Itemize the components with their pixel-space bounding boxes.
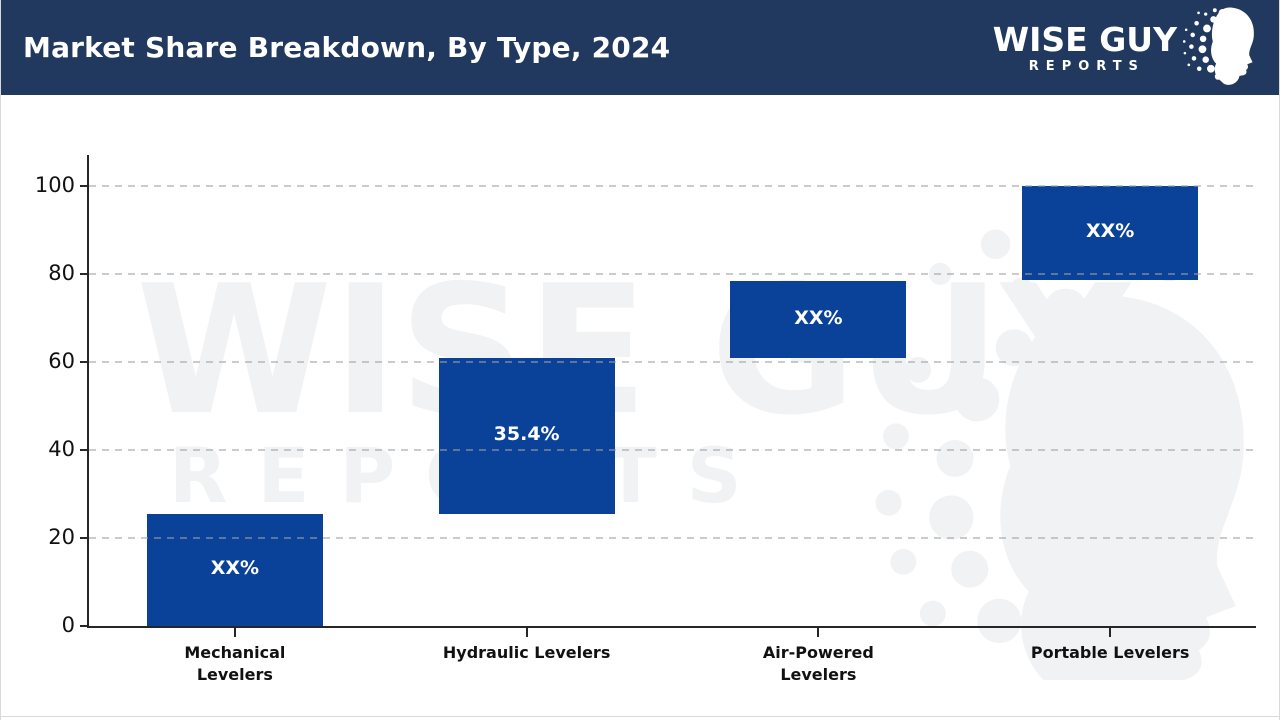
x-tick-label-3: Portable Levelers [980, 642, 1240, 664]
y-tick-20 [80, 537, 89, 539]
y-axis [87, 155, 89, 628]
y-tick-label-60: 60 [48, 349, 75, 373]
x-tick-label-2: Air-Powered Levelers [688, 642, 948, 687]
plot-area: 0 20 40 60 80 100 XX% Mechanical Levelers 35.4% Hy… [1, 95, 1279, 720]
x-tick-label-1: Hydraulic Levelers [397, 642, 657, 664]
watermark-head-icon [821, 200, 1279, 684]
y-tick-label-20: 20 [48, 525, 75, 549]
x-tick-label-line: Mechanical [184, 643, 286, 662]
gridline-100 [89, 185, 1256, 187]
logo-head-icon [1181, 3, 1259, 93]
y-tick-80 [80, 273, 89, 275]
y-tick-100 [80, 185, 89, 187]
page-title: Market Share Breakdown, By Type, 2024 [23, 31, 671, 64]
header-bar: Market Share Breakdown, By Type, 2024 WI… [1, 0, 1279, 95]
bar-value-label: 35.4% [493, 422, 560, 445]
footer-divider [1, 716, 1279, 717]
x-tick-label-line: Portable Levelers [1030, 643, 1190, 662]
x-tick-label-0: Mechanical Levelers [105, 642, 365, 687]
x-tick-1 [525, 628, 528, 637]
gridline-80 [89, 273, 1256, 275]
bar-2 [730, 281, 907, 359]
x-tick-0 [233, 628, 236, 637]
x-tick-label-line: Levelers [780, 665, 857, 685]
bar-value-label: XX% [210, 556, 260, 579]
y-tick-0 [80, 625, 89, 627]
x-tick-label-line: Hydraulic Levelers [442, 643, 611, 662]
brand-name: WISE GUY [992, 19, 1177, 59]
bar-value-label: XX% [1085, 220, 1135, 243]
gridline-60 [89, 361, 1256, 363]
x-axis [87, 626, 1256, 628]
x-tick-label-line: Air-Powered [762, 643, 874, 662]
brand-logo-text: WISE GUY REPORTS [993, 23, 1177, 73]
gridline-20 [89, 537, 1256, 539]
y-tick-60 [80, 361, 89, 363]
y-tick-label-40: 40 [48, 437, 75, 461]
bar-3 [1022, 186, 1199, 281]
y-tick-label-0: 0 [61, 613, 75, 637]
bar-value-label: XX% [794, 306, 843, 329]
y-tick-label-80: 80 [48, 261, 75, 285]
gridline-40 [89, 449, 1256, 451]
bar-0 [146, 513, 323, 626]
y-tick-label-100: 100 [34, 173, 75, 197]
y-tick-40 [80, 449, 89, 451]
x-tick-label-line: Levelers [196, 665, 273, 685]
brand-logo: WISE GUY REPORTS [993, 3, 1259, 93]
brand-subtitle: REPORTS [1028, 58, 1145, 74]
bar-1 [438, 358, 615, 514]
x-tick-2 [817, 628, 820, 637]
x-tick-3 [1109, 628, 1112, 637]
